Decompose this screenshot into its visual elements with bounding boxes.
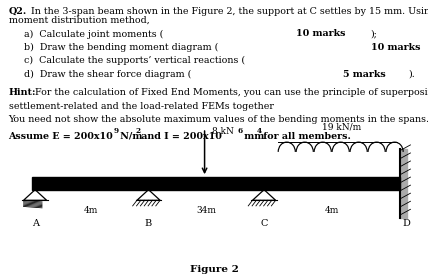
Text: 34m: 34m xyxy=(196,206,216,215)
Bar xyxy=(32,177,400,190)
Text: d)  Draw the shear force diagram (: d) Draw the shear force diagram ( xyxy=(24,70,191,79)
Text: c)  Calculate the supports’ vertical reactions (: c) Calculate the supports’ vertical reac… xyxy=(24,56,245,66)
Text: Assume E = 200x10: Assume E = 200x10 xyxy=(9,132,113,141)
Text: 19 kN/m: 19 kN/m xyxy=(322,122,362,131)
Text: and I = 200x10: and I = 200x10 xyxy=(138,132,222,141)
Text: );: ); xyxy=(371,29,377,38)
Text: Figure 2: Figure 2 xyxy=(190,265,238,274)
Text: a)  Calculate joint moments (: a) Calculate joint moments ( xyxy=(24,29,163,39)
Bar xyxy=(400,149,407,218)
Text: b)  Draw the bending moment diagram (: b) Draw the bending moment diagram ( xyxy=(24,43,218,52)
Text: settlement-related and the load-related FEMs together: settlement-related and the load-related … xyxy=(9,102,273,111)
Text: C: C xyxy=(260,219,268,228)
Text: 8 kN: 8 kN xyxy=(212,127,234,136)
Text: B: B xyxy=(145,219,152,228)
Text: 10 marks: 10 marks xyxy=(371,43,420,52)
Text: D: D xyxy=(403,219,410,228)
Text: Hint:: Hint: xyxy=(9,88,36,97)
Text: 4m: 4m xyxy=(84,206,98,215)
Text: moment distribution method,: moment distribution method, xyxy=(9,15,149,24)
Text: 4m: 4m xyxy=(324,206,339,215)
Text: A: A xyxy=(32,219,39,228)
Text: d)  Draw the shear force diagram (: d) Draw the shear force diagram ( xyxy=(24,70,191,79)
Text: 6: 6 xyxy=(238,127,243,135)
Text: mm: mm xyxy=(241,132,264,141)
Text: For the calculation of Fixed End Moments, you can use the principle of superposi: For the calculation of Fixed End Moments… xyxy=(32,88,428,97)
Text: 9: 9 xyxy=(113,127,119,135)
Text: N/m: N/m xyxy=(117,132,142,141)
Text: for all members.: for all members. xyxy=(260,132,351,141)
Text: 10 marks: 10 marks xyxy=(296,29,345,38)
Text: You need not show the absolute maximum values of the bending moments in the span: You need not show the absolute maximum v… xyxy=(9,115,428,124)
Text: a)  Calculate joint moments (: a) Calculate joint moments ( xyxy=(24,29,163,39)
Text: ).: ). xyxy=(408,70,415,79)
Text: Q2.: Q2. xyxy=(9,7,27,16)
Text: 2: 2 xyxy=(135,127,140,135)
Text: In the 3-span beam shown in the Figure 2, the support at C settles by 15 mm. Usi: In the 3-span beam shown in the Figure 2… xyxy=(28,7,428,16)
Text: 4: 4 xyxy=(257,127,262,135)
Text: b)  Draw the bending moment diagram (: b) Draw the bending moment diagram ( xyxy=(24,43,218,52)
Text: 5 marks: 5 marks xyxy=(342,70,385,79)
Text: c)  Calculate the supports’ vertical reactions (: c) Calculate the supports’ vertical reac… xyxy=(24,56,245,66)
